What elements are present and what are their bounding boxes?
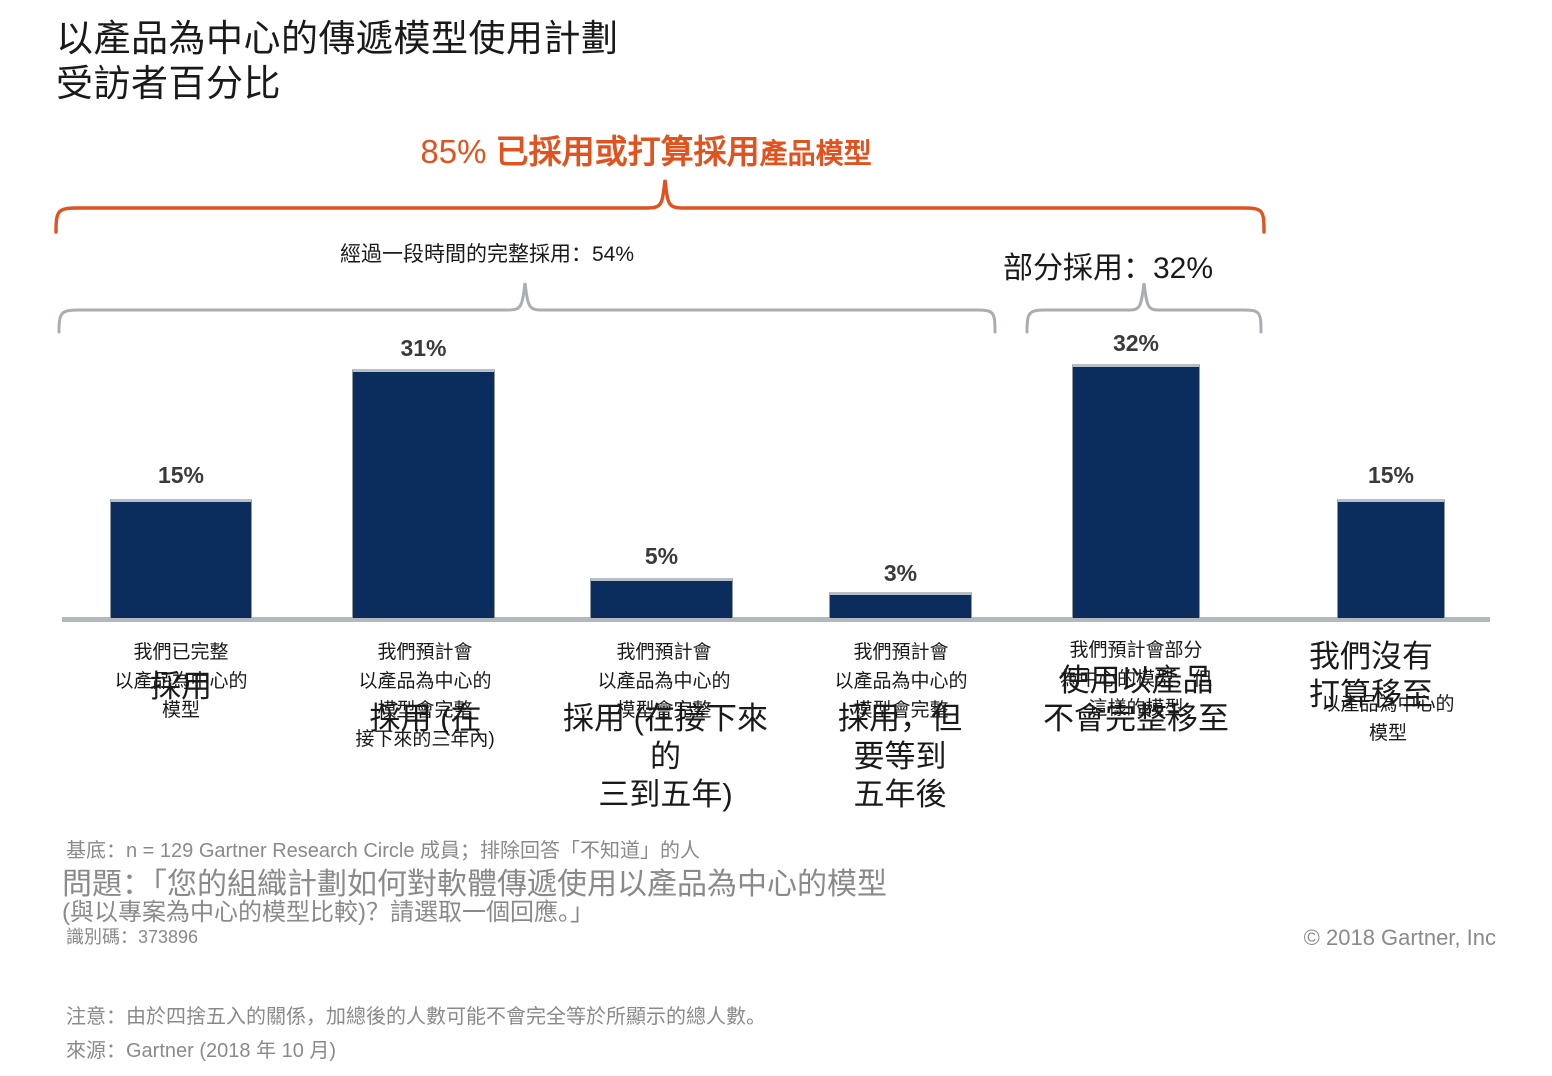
category-label-5-big: 使用以產品 不會完整移至	[1043, 663, 1229, 736]
footnote-question-line-2: (與以專案為中心的模型比較)？請選取一個回應。」	[62, 899, 594, 926]
title-line-1: 以產品為中心的傳遞模型使用計劃	[56, 18, 619, 59]
headline-tail: 產品模型	[759, 138, 872, 169]
footnote-source: 來源：Gartner (2018 年 10 月)	[66, 1040, 337, 1062]
bar-6[interactable]	[1337, 499, 1445, 618]
group-label-partial-adoption: 部分採用：32%	[1003, 252, 1214, 285]
headline-percent: 85%	[420, 133, 487, 170]
category-label-6-big: 我們沒有 打算移至	[1309, 639, 1433, 712]
bar-value-2: 31%	[400, 335, 447, 361]
category-label-4-small: 我們預計會 以產品為中心的 模型會完整	[834, 642, 968, 721]
category-label-2-big: 採用 (在	[369, 701, 482, 736]
bar-value-3: 5%	[644, 543, 679, 569]
footnote-question-line-1: 問題：「您的組織計劃如何對軟體傳遞使用以產品為中心的模型	[62, 868, 887, 901]
category-label-2-small: 我們預計會 以產品為中心的 模型會完整 接下來的三年內)	[355, 642, 495, 750]
category-label-6-small: 以產品為中心的 模型	[1321, 694, 1455, 744]
category-label-4-big: 採用，但 要等到 五年後	[838, 701, 962, 812]
bar-4[interactable]	[829, 592, 972, 618]
footnote-base: 基底：n = 129 Gartner Research Circle 成員；排除…	[66, 840, 701, 862]
title-line-2: 受訪者百分比	[56, 63, 281, 104]
category-label-5-small: 我們預計會部分 為中心的模型，但 這樣的模型	[1059, 640, 1212, 719]
category-label-1-big: 採用	[150, 669, 212, 704]
category-label-3-big: 採用 (在接下來的 三到五年)	[563, 701, 768, 812]
bar-value-1: 15%	[157, 462, 205, 488]
footnote-id: 識別碼：373896	[66, 927, 199, 947]
bar-value-4: 3%	[883, 560, 918, 586]
headline-annotation: 85% 已採用或打算採用產品模型	[0, 133, 1292, 173]
copyright-text: © 2018 Gartner, Inc	[1303, 925, 1496, 950]
x-axis-line	[62, 617, 1490, 622]
category-label-1-small: 我們已完整 以產品為中心的 模型	[114, 642, 248, 721]
group-label-full-adoption: 經過一段時間的完整採用：54%	[340, 243, 635, 266]
headline-text: 已採用或打算採用	[486, 133, 760, 170]
bar-value-6: 15%	[1367, 462, 1415, 488]
bar-3[interactable]	[590, 578, 733, 618]
group-bracket-1-icon	[57, 282, 997, 334]
page-title: 以產品為中心的傳遞模型使用計劃 受訪者百分比	[56, 16, 1256, 106]
group-bracket-2-icon	[1025, 282, 1263, 334]
category-label-3-small: 我們預計會 以產品為中心的 模型會完整	[597, 642, 731, 721]
footnote-note: 注意：由於四捨五入的關係，加總後的人數可能不會完全等於所顯示的總人數。	[66, 1006, 766, 1028]
orange-bracket-icon	[54, 179, 1266, 234]
bar-5[interactable]	[1072, 364, 1200, 618]
bar-2[interactable]	[352, 369, 495, 618]
bar-1[interactable]	[110, 499, 252, 618]
bar-value-5: 32%	[1112, 330, 1160, 356]
